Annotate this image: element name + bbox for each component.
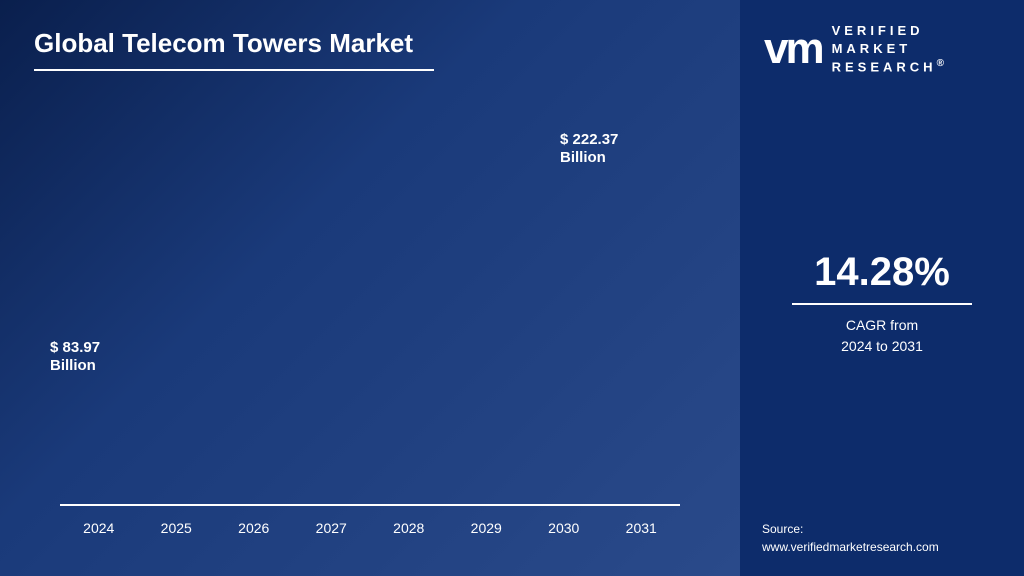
x-axis-label: 2031 — [613, 520, 671, 536]
x-axis-label: 2030 — [535, 520, 593, 536]
source-label: Source: — [762, 522, 803, 536]
cagr-caption-line2: 2024 to 2031 — [841, 338, 923, 354]
x-axis-label: 2028 — [380, 520, 438, 536]
x-axis-label: 2026 — [225, 520, 283, 536]
cagr-value: 14.28% — [740, 250, 1024, 295]
cagr-caption-line1: CAGR from — [846, 317, 918, 333]
cagr-caption: CAGR from 2024 to 2031 — [740, 315, 1024, 357]
title-block: Global Telecom Towers Market — [34, 28, 434, 71]
logo-line1: VERIFIED — [832, 23, 924, 38]
logo-line2: MARKET — [832, 41, 912, 56]
source-url: www.verifiedmarketresearch.com — [762, 540, 939, 554]
registered-mark: ® — [937, 58, 948, 69]
x-axis-label: 2024 — [70, 520, 128, 536]
logo: vm VERIFIED MARKET RESEARCH® — [764, 22, 948, 76]
source-block: Source: www.verifiedmarketresearch.com — [762, 520, 939, 556]
logo-line3: RESEARCH — [832, 59, 937, 74]
x-axis-label: 2029 — [458, 520, 516, 536]
title-underline — [34, 69, 434, 71]
logo-text: VERIFIED MARKET RESEARCH® — [832, 22, 948, 76]
logo-mark: vm — [764, 24, 822, 74]
cagr-block: 14.28% CAGR from 2024 to 2031 — [740, 250, 1024, 357]
chart-area: 2024 2025 2026 2027 2028 2029 2030 2031 — [60, 156, 680, 536]
bars-container — [60, 176, 680, 506]
chart-panel: Global Telecom Towers Market $ 83.97 Bil… — [0, 0, 740, 576]
chart-title: Global Telecom Towers Market — [34, 28, 434, 59]
x-axis-labels: 2024 2025 2026 2027 2028 2029 2030 2031 — [60, 520, 680, 536]
x-axis-label: 2025 — [148, 520, 206, 536]
sidebar-panel: vm VERIFIED MARKET RESEARCH® 14.28% CAGR… — [740, 0, 1024, 576]
last-bar-value: $ 222.37 — [560, 131, 618, 148]
x-axis-label: 2027 — [303, 520, 361, 536]
cagr-underline — [792, 303, 972, 305]
